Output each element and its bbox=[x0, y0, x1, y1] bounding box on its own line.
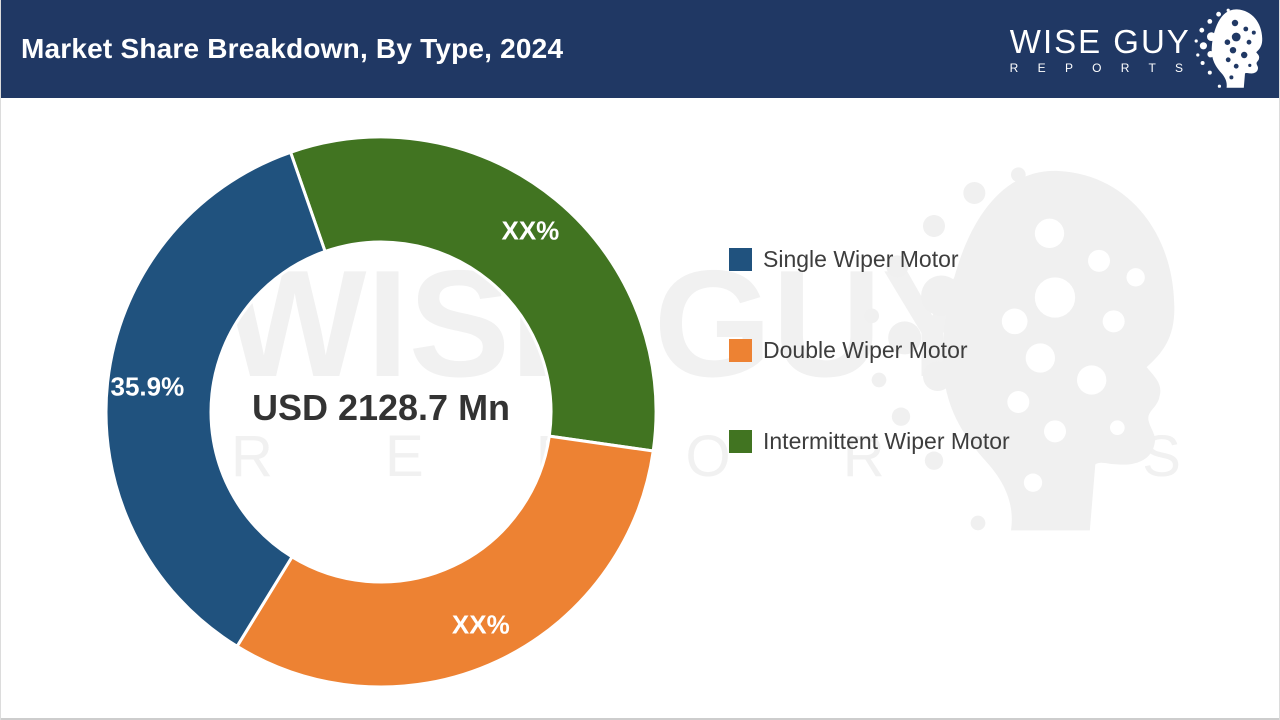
donut-segment-double-wiper-motor bbox=[235, 434, 655, 689]
legend-swatch-icon bbox=[729, 247, 752, 271]
brand-name: WISE GUY bbox=[1009, 22, 1191, 60]
legend-item-single-wiper-motor: Single Wiper Motor bbox=[729, 245, 1010, 272]
legend: Single Wiper Motor Double Wiper Motor Inte… bbox=[729, 245, 1010, 520]
brand-face-icon bbox=[1193, 7, 1265, 91]
bottom-divider bbox=[1, 718, 1279, 720]
brand-subtitle: R E P O R T S bbox=[1009, 60, 1191, 75]
segment-label-double-wiper-motor: XX% bbox=[451, 609, 510, 640]
legend-label: Double Wiper Motor bbox=[763, 336, 968, 363]
donut-segment-intermittent-wiper-motor bbox=[289, 135, 658, 453]
legend-label: Single Wiper Motor bbox=[763, 245, 959, 272]
page-title: Market Share Breakdown, By Type, 2024 bbox=[21, 33, 564, 64]
segment-label-intermittent-wiper-motor: XX% bbox=[501, 215, 560, 246]
donut-segment-single-wiper-motor bbox=[104, 150, 327, 648]
legend-swatch-icon bbox=[729, 338, 752, 362]
legend-label: Intermittent Wiper Motor bbox=[763, 427, 1010, 454]
legend-swatch-icon bbox=[729, 429, 752, 453]
brand-logo-text: WISE GUY R E P O R T S bbox=[1010, 25, 1191, 74]
legend-item-intermittent-wiper-motor: Intermittent Wiper Motor bbox=[729, 427, 1010, 454]
legend-item-double-wiper-motor: Double Wiper Motor bbox=[729, 336, 1010, 363]
header: Market Share Breakdown, By Type, 2024 WI… bbox=[1, 0, 1279, 98]
chart-center-value: USD 2128.7 Mn bbox=[251, 387, 511, 428]
segment-label-single-wiper-motor: 35.9% bbox=[110, 371, 185, 402]
brand-logo: WISE GUY R E P O R T S bbox=[1010, 7, 1265, 91]
